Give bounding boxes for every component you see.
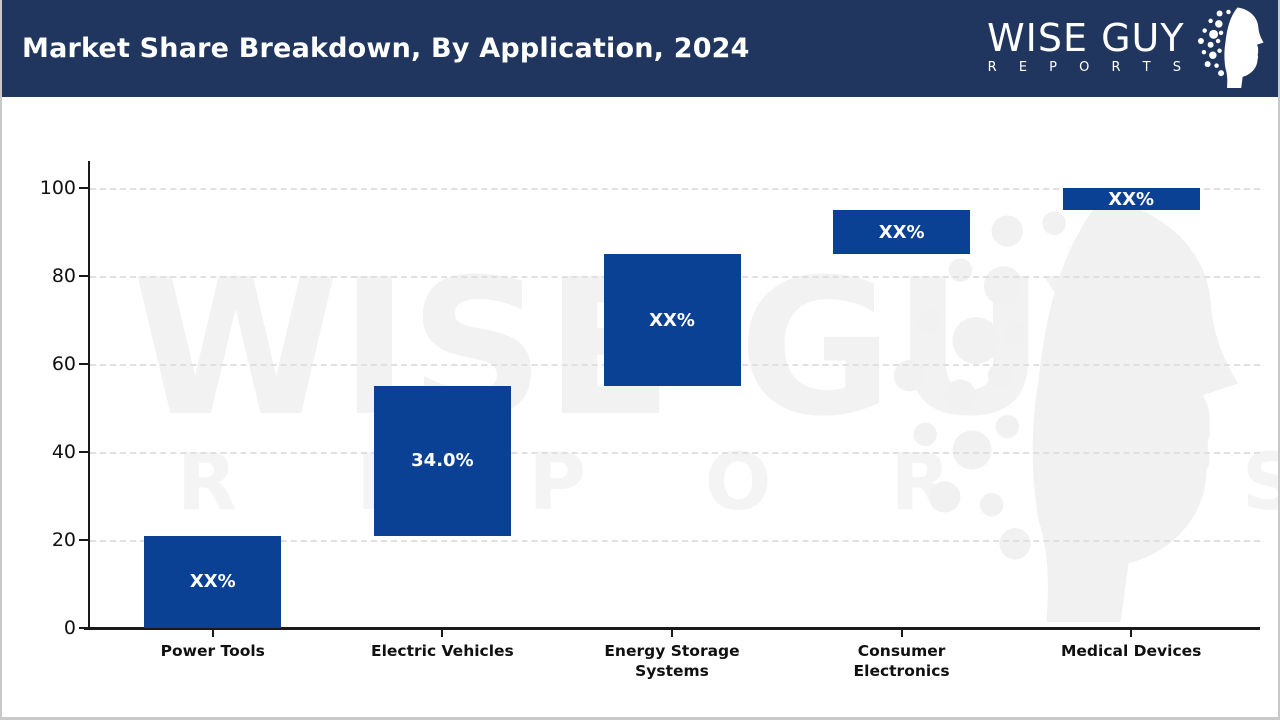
x-tick-3	[671, 629, 673, 637]
page-title: Market Share Breakdown, By Application, …	[22, 33, 750, 64]
x-tick-1	[211, 629, 214, 637]
x-tick-2	[441, 629, 444, 637]
bar-value-label-2: 34.0%	[411, 450, 474, 472]
y-tick-label-0: 0	[63, 617, 76, 639]
category-label-2: Electric Vehicles	[370, 642, 514, 660]
y-tick-label-20: 20	[51, 529, 76, 551]
category-label-1: Power Tools	[160, 642, 265, 660]
brand-logo: WISE GUY R E P O R T S	[982, 6, 1266, 88]
x-tick-5	[1130, 629, 1133, 637]
y-tick-label-60: 60	[51, 353, 76, 375]
plot-area: 0 20 40 60 80 100 XX% Power Tools 34.0% Electric …	[40, 161, 1260, 680]
bar-value-label-1: XX%	[189, 571, 236, 593]
x-axis-line	[84, 627, 1260, 630]
y-tick-label-100: 100	[39, 177, 76, 199]
y-tick-label-40: 40	[51, 441, 76, 463]
y-tick-20	[79, 539, 88, 541]
category-label-4: Consumer Electronics	[853, 642, 950, 681]
bar-value-label-3: XX%	[649, 309, 695, 331]
gridline-20	[90, 540, 1260, 542]
bar-value-label-4: XX%	[878, 221, 925, 243]
brand-name: WISE GUY	[987, 16, 1185, 61]
y-axis-spine	[88, 161, 90, 630]
category-label-3: Energy Storage Systems	[604, 642, 740, 681]
brand-face-icon	[1194, 6, 1266, 88]
brand-subname: R E P O R T S	[987, 59, 1190, 75]
y-tick-100	[79, 187, 88, 189]
bar-5: XX%	[1062, 188, 1200, 210]
y-tick-80	[79, 275, 88, 277]
bar-1: XX%	[144, 535, 282, 628]
y-tick-40	[79, 451, 88, 453]
y-tick-60	[79, 363, 88, 365]
bar-value-label-5: XX%	[1108, 188, 1155, 210]
bar-4: XX%	[833, 210, 971, 254]
category-label-5: Medical Devices	[1060, 642, 1202, 660]
watermark-face-icon	[874, 192, 1250, 626]
bar-2: 34.0%	[373, 386, 511, 536]
gridline-100	[90, 188, 1260, 190]
y-tick-0	[79, 627, 88, 629]
gridline-40	[90, 452, 1260, 454]
bar-3: XX%	[603, 254, 741, 386]
y-tick-label-80: 80	[51, 265, 76, 287]
header-bar: Market Share Breakdown, By Application, …	[2, 0, 1278, 97]
x-tick-4	[900, 629, 903, 637]
brand-logo-text: WISE GUY R E P O R T S	[982, 16, 1190, 75]
